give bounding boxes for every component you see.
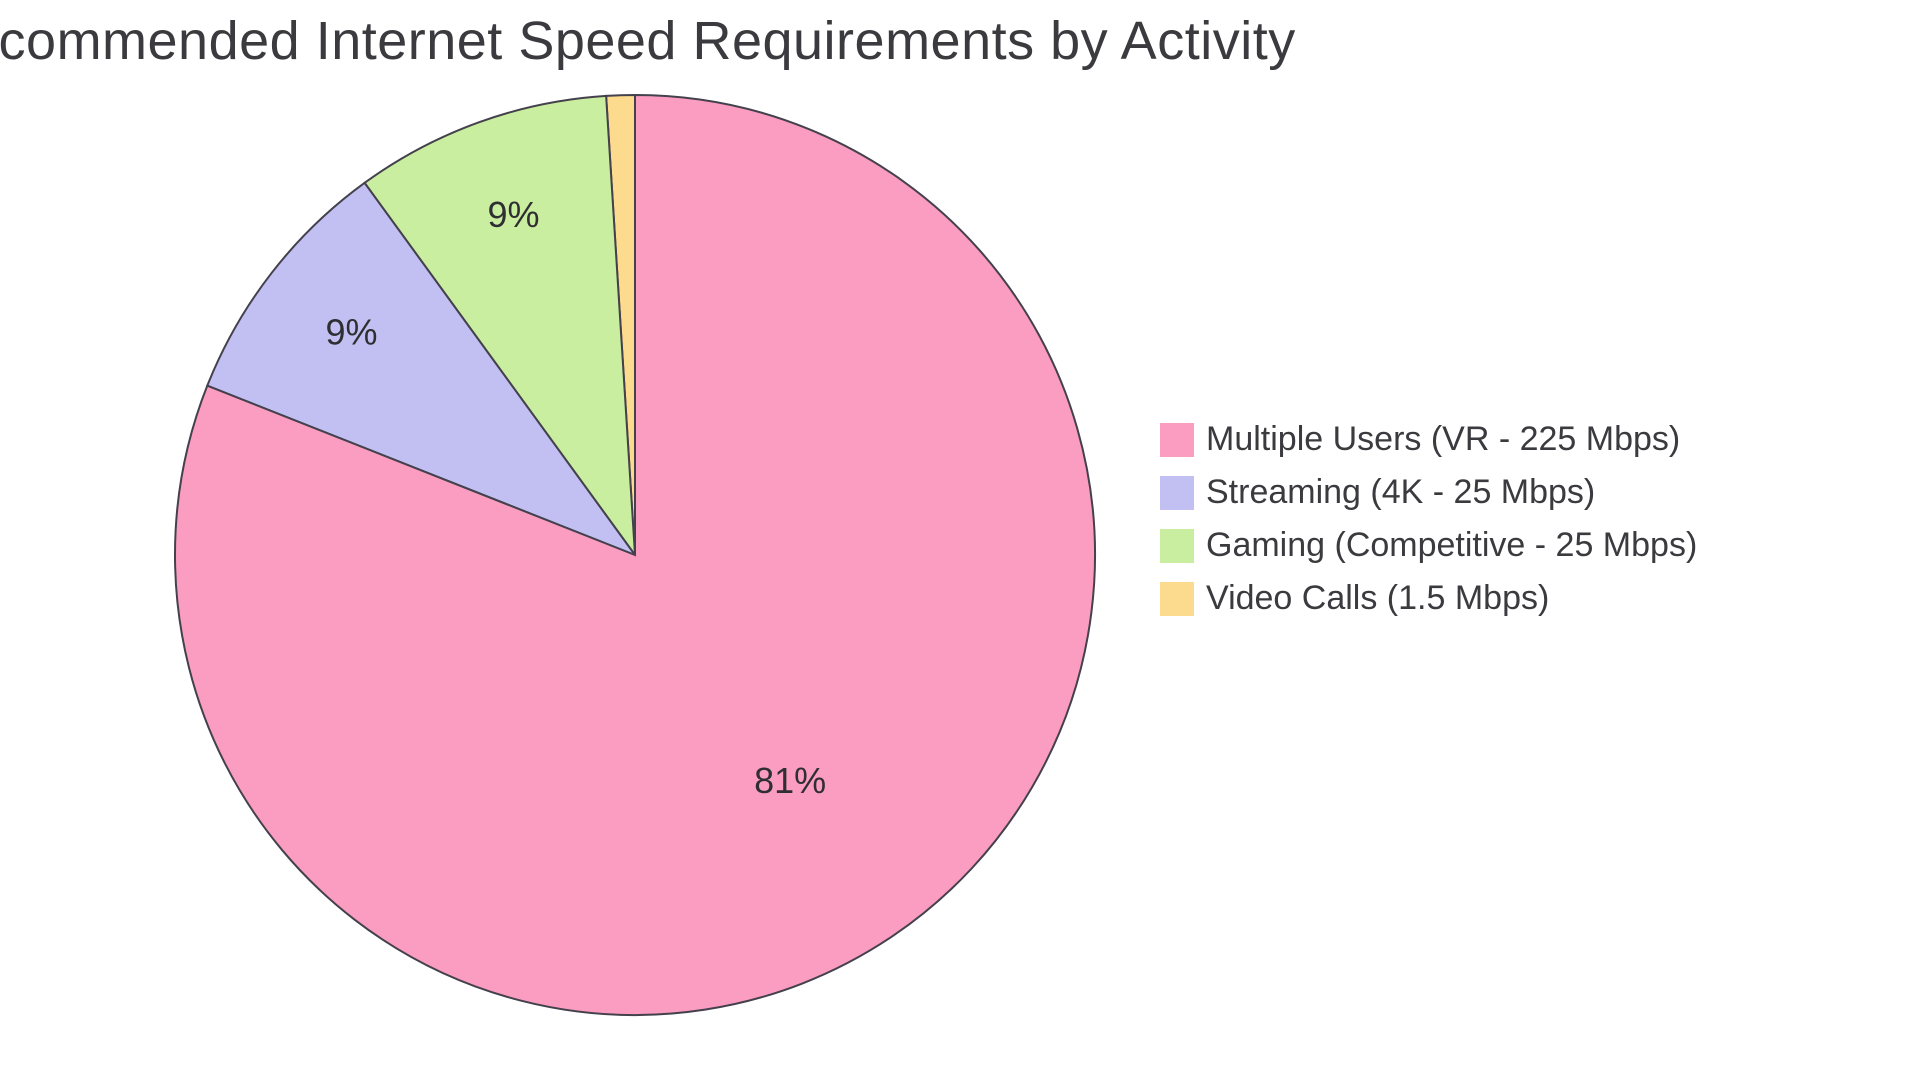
legend-item-video_calls: Video Calls (1.5 Mbps) (1160, 579, 1697, 618)
legend-item-multiple_users: Multiple Users (VR - 225 Mbps) (1160, 420, 1697, 459)
legend-label-streaming: Streaming (4K - 25 Mbps) (1206, 473, 1595, 512)
chart-title: ecommended Internet Speed Requirements b… (0, 10, 1296, 72)
legend-label-video_calls: Video Calls (1.5 Mbps) (1206, 579, 1549, 618)
pie-label-multiple_users: 81% (754, 760, 826, 801)
legend-item-streaming: Streaming (4K - 25 Mbps) (1160, 473, 1697, 512)
legend-item-gaming: Gaming (Competitive - 25 Mbps) (1160, 526, 1697, 565)
legend-label-multiple_users: Multiple Users (VR - 225 Mbps) (1206, 420, 1680, 459)
legend-swatch-multiple_users (1160, 423, 1194, 457)
legend-swatch-video_calls (1160, 582, 1194, 616)
pie-label-streaming: 9% (325, 312, 377, 353)
legend-swatch-gaming (1160, 529, 1194, 563)
pie-chart: 1%9%9%81% (170, 90, 1100, 1020)
legend-swatch-streaming (1160, 476, 1194, 510)
legend: Multiple Users (VR - 225 Mbps) Streaming … (1160, 420, 1697, 618)
pie-label-gaming: 9% (487, 194, 539, 235)
legend-label-gaming: Gaming (Competitive - 25 Mbps) (1206, 526, 1697, 565)
